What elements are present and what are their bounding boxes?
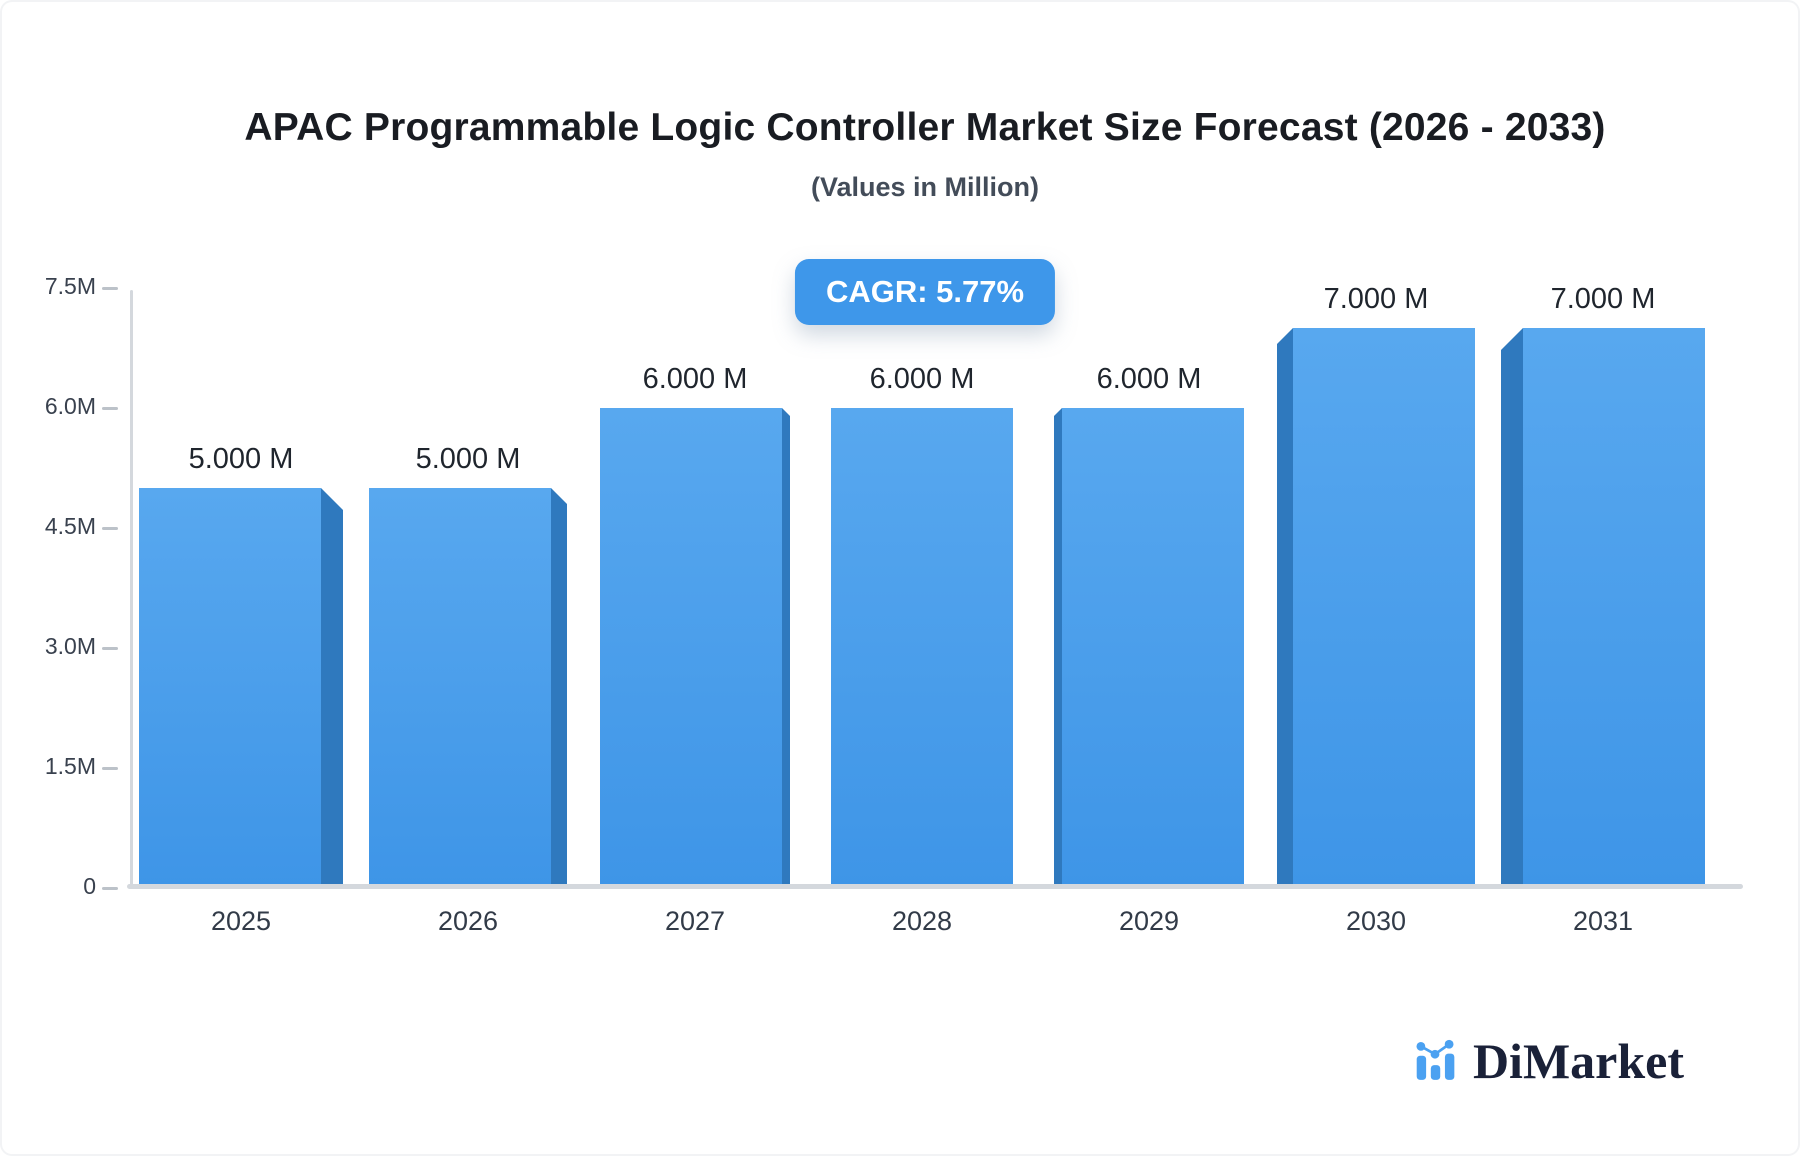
bar-value-label: 5.000 M bbox=[188, 443, 294, 475]
y-tick-mark bbox=[102, 887, 118, 890]
bar-2031[interactable] bbox=[1501, 328, 1705, 888]
bar-value-label: 5.000 M bbox=[415, 443, 521, 475]
dimarket-logo-icon bbox=[1416, 1039, 1455, 1080]
y-tick-mark bbox=[102, 407, 118, 410]
bar-2025[interactable] bbox=[139, 488, 343, 888]
y-tick-label: 6.0M bbox=[44, 393, 96, 419]
bar-side-face bbox=[1054, 408, 1062, 888]
x-tick-label: 2031 bbox=[1572, 906, 1634, 936]
y-tick-label: 3.0M bbox=[44, 633, 96, 659]
y-tick-label: 4.5M bbox=[44, 513, 96, 539]
x-tick-label: 2026 bbox=[437, 906, 499, 936]
bar-face bbox=[1062, 408, 1244, 888]
x-tick-label: 2030 bbox=[1345, 906, 1407, 936]
y-tick-label: 7.5M bbox=[44, 273, 96, 299]
x-tick-label: 2029 bbox=[1118, 906, 1180, 936]
y-tick-mark bbox=[102, 647, 118, 650]
y-axis-line bbox=[130, 290, 133, 888]
bar-2029[interactable] bbox=[1054, 408, 1244, 888]
bar-side-face bbox=[1501, 328, 1523, 888]
bar-2027[interactable] bbox=[600, 408, 790, 888]
y-tick-mark bbox=[102, 287, 118, 290]
bar-2030[interactable] bbox=[1277, 328, 1475, 888]
bar-value-label: 7.000 M bbox=[1323, 283, 1429, 315]
bar-side-face bbox=[551, 488, 567, 888]
bar-side-face bbox=[782, 408, 790, 888]
bar-side-face bbox=[1277, 328, 1293, 888]
y-tick-label: 0 bbox=[83, 873, 96, 899]
y-tick-mark bbox=[102, 527, 118, 530]
brand-logo[interactable]: DiMarket bbox=[1412, 1036, 1684, 1086]
bar-value-label: 6.000 M bbox=[642, 363, 748, 395]
bar-value-label: 7.000 M bbox=[1550, 283, 1656, 315]
cagr-badge: CAGR: 5.77% bbox=[794, 259, 1056, 325]
x-axis-line bbox=[127, 884, 1743, 889]
bar-2026[interactable] bbox=[369, 488, 567, 888]
bar-2028[interactable] bbox=[831, 408, 1013, 888]
y-tick-mark bbox=[102, 767, 118, 770]
bar-face bbox=[139, 488, 321, 888]
bar-face bbox=[1293, 328, 1475, 888]
bar-side-face bbox=[321, 488, 343, 888]
bar-value-label: 6.000 M bbox=[1096, 363, 1202, 395]
bar-face bbox=[1523, 328, 1705, 888]
bar-face bbox=[831, 408, 1013, 888]
x-tick-label: 2025 bbox=[210, 906, 272, 936]
brand-name: DiMarket bbox=[1472, 1033, 1684, 1089]
bar-face bbox=[369, 488, 551, 888]
y-tick-label: 1.5M bbox=[44, 753, 96, 779]
x-tick-label: 2028 bbox=[891, 906, 953, 936]
chart-title: APAC Programmable Logic Controller Marke… bbox=[244, 106, 1606, 149]
bar-value-label: 6.000 M bbox=[869, 363, 975, 395]
x-tick-label: 2027 bbox=[664, 906, 726, 936]
bar-face bbox=[600, 408, 782, 888]
chart-subtitle: (Values in Million) bbox=[810, 172, 1040, 202]
